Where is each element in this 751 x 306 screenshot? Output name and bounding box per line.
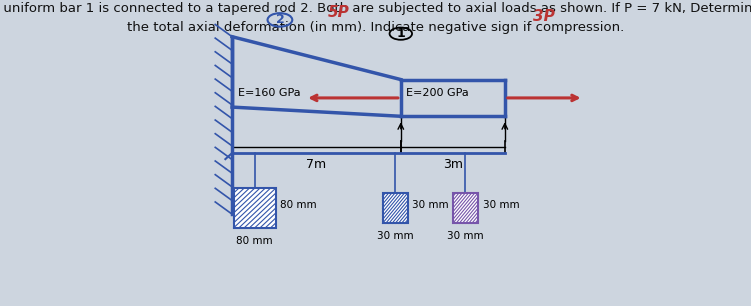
Text: 3m: 3m bbox=[443, 158, 463, 170]
Bar bbox=[453, 193, 478, 223]
Text: 30 mm: 30 mm bbox=[412, 200, 449, 210]
Text: 1: 1 bbox=[397, 27, 406, 40]
Text: the total axial deformation (in mm). Indicate negative sign if compression.: the total axial deformation (in mm). Ind… bbox=[127, 21, 624, 34]
Text: 30 mm: 30 mm bbox=[377, 231, 414, 241]
Text: E=160 GPa: E=160 GPa bbox=[238, 88, 300, 98]
Text: 2: 2 bbox=[276, 13, 285, 26]
Text: 30 mm: 30 mm bbox=[483, 200, 519, 210]
Text: 7m: 7m bbox=[306, 158, 327, 170]
Text: 3P: 3P bbox=[533, 9, 555, 24]
Text: 30 mm: 30 mm bbox=[447, 231, 484, 241]
Text: 5P: 5P bbox=[328, 5, 350, 20]
Text: 80 mm: 80 mm bbox=[237, 236, 273, 246]
Text: E=200 GPa: E=200 GPa bbox=[406, 88, 469, 98]
Bar bbox=[382, 193, 408, 223]
Bar bbox=[234, 188, 276, 228]
Text: 80 mm: 80 mm bbox=[280, 200, 317, 210]
Text: A uniform bar 1 is connected to a tapered rod 2. Both are subjected to axial loa: A uniform bar 1 is connected to a tapere… bbox=[0, 2, 751, 14]
